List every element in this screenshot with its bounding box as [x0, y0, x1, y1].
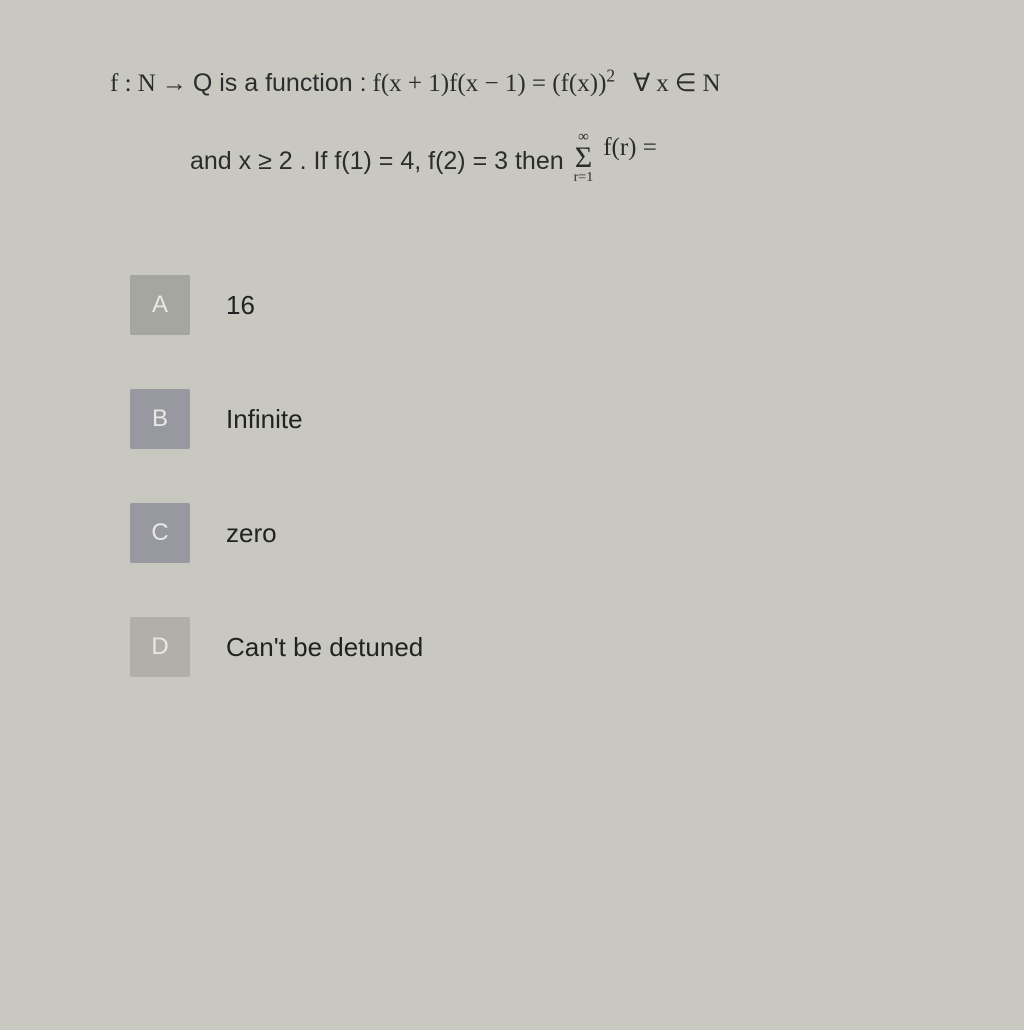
question-line-1: f : N → Q is a function : f(x + 1)f(x − …: [100, 60, 944, 108]
sum-body: f(r) =: [603, 124, 657, 186]
arrow-icon: →: [162, 60, 187, 108]
set-n: N: [703, 60, 721, 108]
option-text: 16: [226, 290, 255, 321]
question-line-2: and x ≥ 2 . If f(1) = 4, f(2) = 3 then ∞…: [100, 124, 944, 186]
q-exponent: 2: [606, 66, 615, 86]
option-d[interactable]: D Can't be detuned: [130, 617, 944, 677]
q2-prefix: and x ≥ 2 . If f(1) = 4, f(2) = 3 then: [190, 138, 564, 186]
option-text: zero: [226, 518, 277, 549]
option-letter-box: B: [130, 389, 190, 449]
forall-var: x: [656, 60, 669, 108]
summation: ∞ Σ r=1: [574, 130, 594, 185]
element-of-icon: ∈: [675, 60, 697, 108]
option-c[interactable]: C zero: [130, 503, 944, 563]
option-b[interactable]: B Infinite: [130, 389, 944, 449]
option-a[interactable]: A 16: [130, 275, 944, 335]
options-list: A 16 B Infinite C zero D Can't be detune…: [100, 275, 944, 677]
q-prefix: f : N: [110, 60, 156, 108]
option-text: Can't be detuned: [226, 632, 423, 663]
option-letter-box: A: [130, 275, 190, 335]
page: f : N → Q is a function : f(x + 1)f(x − …: [0, 0, 1024, 1030]
q-expr: f(x + 1)f(x − 1) = (f(x))2: [373, 60, 616, 108]
sigma-icon: Σ: [575, 143, 592, 173]
question-block: f : N → Q is a function : f(x + 1)f(x − …: [100, 60, 944, 185]
forall-icon: ∀: [633, 60, 650, 108]
option-letter-box: C: [130, 503, 190, 563]
sum-lower: r=1: [574, 171, 594, 185]
option-letter-box: D: [130, 617, 190, 677]
q-mid: Q is a function :: [193, 60, 367, 108]
q-expr-lhs: f(x + 1)f(x − 1) = (f(x)): [373, 70, 607, 97]
option-text: Infinite: [226, 404, 303, 435]
